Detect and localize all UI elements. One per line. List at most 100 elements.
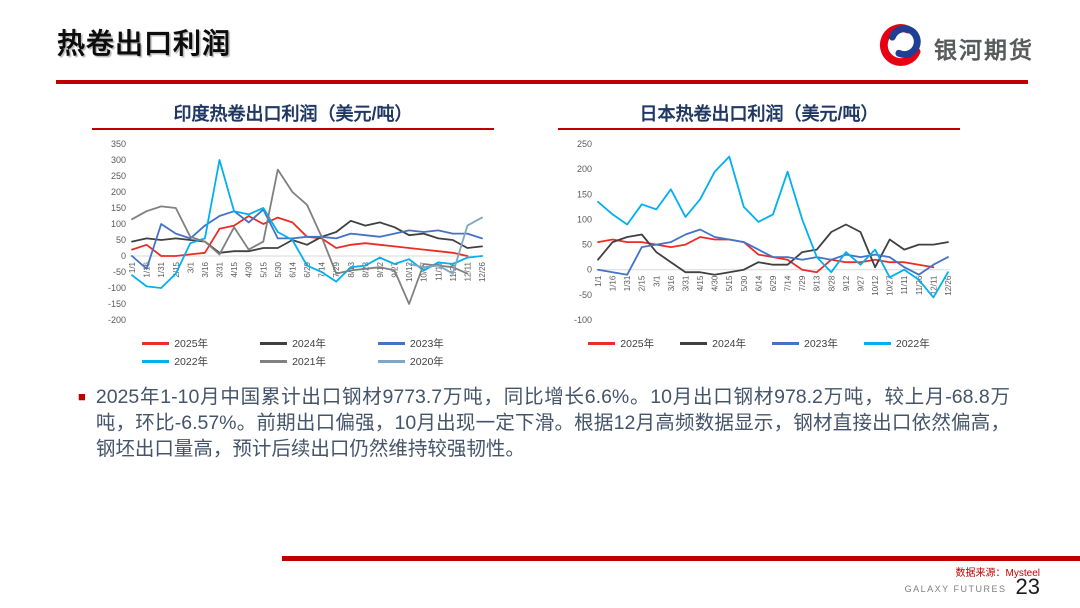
series-line-2024年 [597, 223, 949, 276]
y-tick-label: 100 [111, 219, 126, 229]
legend-label: 2024年 [292, 338, 326, 350]
series-line-2020年 [408, 216, 483, 275]
x-tick-label: 12/26 [478, 261, 487, 282]
y-tick-label: -50 [579, 290, 592, 300]
x-tick-label: 3/16 [201, 261, 210, 277]
x-tick-label: 6/14 [288, 261, 297, 277]
summary-text: 2025年1-10月中国累计出口钢材9773.7万吨，同比增长6.6%。10月出… [95, 386, 1010, 460]
x-tick-label: 1/1 [128, 261, 137, 273]
series-line-2021年 [131, 168, 469, 305]
y-tick-label: 350 [111, 139, 126, 149]
legend-swatch [377, 342, 405, 345]
x-tick-label: 2/15 [172, 261, 181, 277]
chart-india-legend: 2025年 2024年 2023年 2022年 2021年 2020年 [92, 336, 494, 369]
legend-item-2025年: 2025年 [588, 336, 654, 351]
x-tick-label: 4/15 [696, 275, 705, 291]
legend-item-2024年: 2024年 [680, 336, 746, 351]
x-tick-label: 12/11 [929, 275, 938, 295]
legend-label: 2025年 [620, 338, 655, 350]
x-tick-label: 5/15 [259, 261, 268, 277]
x-tick-label: 4/30 [711, 275, 720, 291]
x-tick-label: 10/27 [886, 275, 895, 296]
x-tick-label: 11/26 [915, 275, 924, 295]
legend-item-2022年: 2022年 [142, 354, 208, 369]
y-tick-label: 50 [116, 235, 126, 245]
x-tick-label: 9/27 [391, 261, 400, 277]
y-tick-label: 150 [111, 203, 126, 213]
x-tick-label: 9/12 [842, 275, 851, 291]
series-line-2024年 [131, 219, 483, 254]
x-tick-label: 1/31 [157, 261, 166, 277]
x-tick-label: 5/30 [740, 275, 749, 291]
x-tick-label: 11/11 [900, 275, 909, 294]
legend-swatch [863, 342, 891, 345]
data-source-label: 数据来源：Mysteel [955, 568, 1040, 579]
y-tick-label: -200 [108, 315, 126, 325]
x-tick-label: 6/29 [769, 275, 778, 291]
chart-india-plot: 350 300 250 200 150 100 50 0 -50 -100 -150 -200 1/1 1… [108, 139, 487, 325]
series-line-2022年 [597, 155, 949, 299]
x-tick-label: 10/27 [420, 261, 429, 282]
x-tick-label: 2/15 [638, 275, 647, 291]
x-tick-label: 8/13 [813, 275, 822, 291]
legend-swatch [260, 360, 288, 363]
footer-red-bar [282, 556, 1080, 561]
y-tick-label: -100 [108, 283, 126, 293]
galaxy-logo-icon [878, 22, 924, 73]
brand-name: GALAXY FUTURES [904, 584, 1007, 594]
legend-item-2023年: 2023年 [377, 336, 444, 351]
legend-item-2025年: 2025年 [142, 336, 208, 351]
chart-japan-legend: 2025年 2024年 2023年 2022年 [558, 336, 960, 351]
y-tick-label: 0 [587, 265, 592, 275]
page-number: 23 [1015, 574, 1040, 599]
series-line-2025年 [131, 215, 469, 257]
x-tick-label: 5/15 [725, 275, 734, 291]
x-tick-label: 3/16 [667, 275, 676, 291]
x-tick-label: 4/30 [245, 261, 254, 277]
legend-label: 2020年 [409, 356, 444, 368]
x-tick-label: 7/29 [332, 261, 341, 277]
page-title: 热卷出口利润 [57, 28, 232, 59]
legend-item-2023年: 2023年 [772, 336, 838, 351]
company-logo: 银河期货 [878, 22, 1034, 73]
x-tick-label: 6/29 [303, 261, 312, 277]
y-tick-label: -150 [108, 299, 126, 309]
company-name: 银河期货 [934, 36, 1034, 63]
title-underline [56, 80, 1028, 84]
y-tick-label: 150 [577, 189, 592, 199]
x-tick-label: 3/1 [652, 275, 661, 287]
legend-item-2024年: 2024年 [260, 336, 326, 351]
x-tick-label: 11/11 [434, 261, 443, 280]
legend-label: 2025年 [174, 338, 209, 350]
x-tick-label: 7/14 [318, 261, 327, 277]
legend-item-2020年: 2020年 [377, 354, 444, 369]
y-tick-label: 0 [121, 251, 126, 261]
charts-row: 印度热卷出口利润（美元/吨） 350 300 250 200 150 100 50 0 -50 -… [92, 102, 960, 369]
y-tick-label: 300 [111, 155, 126, 165]
y-tick-label: 200 [111, 187, 126, 197]
legend-label: 2022年 [895, 338, 930, 350]
chart-japan-title: 日本热卷出口利润（美元/吨） [639, 104, 879, 124]
footer-brand-row: GALAXY FUTURES 23 [905, 576, 1040, 598]
x-tick-label: 1/31 [623, 275, 632, 291]
chart-india-title-rule [92, 128, 494, 130]
x-tick-label: 12/26 [944, 275, 953, 296]
legend-swatch [588, 342, 616, 345]
y-tick-label: 100 [577, 214, 592, 224]
y-tick-label: 250 [111, 171, 126, 181]
x-tick-label: 3/31 [682, 275, 691, 291]
x-tick-label: 10/12 [871, 275, 880, 296]
x-tick-label: 3/31 [216, 261, 225, 277]
legend-swatch [142, 342, 170, 345]
y-tick-label: 50 [582, 240, 592, 250]
x-tick-label: 4/15 [230, 261, 239, 277]
legend-label: 2023年 [409, 338, 444, 350]
chart-japan-plot: 250 200 150 100 50 0 -50 -100 1/1 1/16 1/31 2/15 3/1… [574, 139, 953, 325]
summary-bullet-row: ■ 2025年1-10月中国累计出口钢材9773.7万吨，同比增长6.6%。10… [78, 384, 1010, 462]
chart-india-title: 印度热卷出口利润（美元/吨） [173, 104, 413, 124]
chart-japan-title-rule [558, 128, 960, 130]
x-tick-label: 8/28 [827, 275, 836, 291]
y-tick-label: 250 [577, 139, 592, 149]
legend-swatch [260, 342, 288, 345]
legend-item-2021年: 2021年 [260, 354, 326, 369]
